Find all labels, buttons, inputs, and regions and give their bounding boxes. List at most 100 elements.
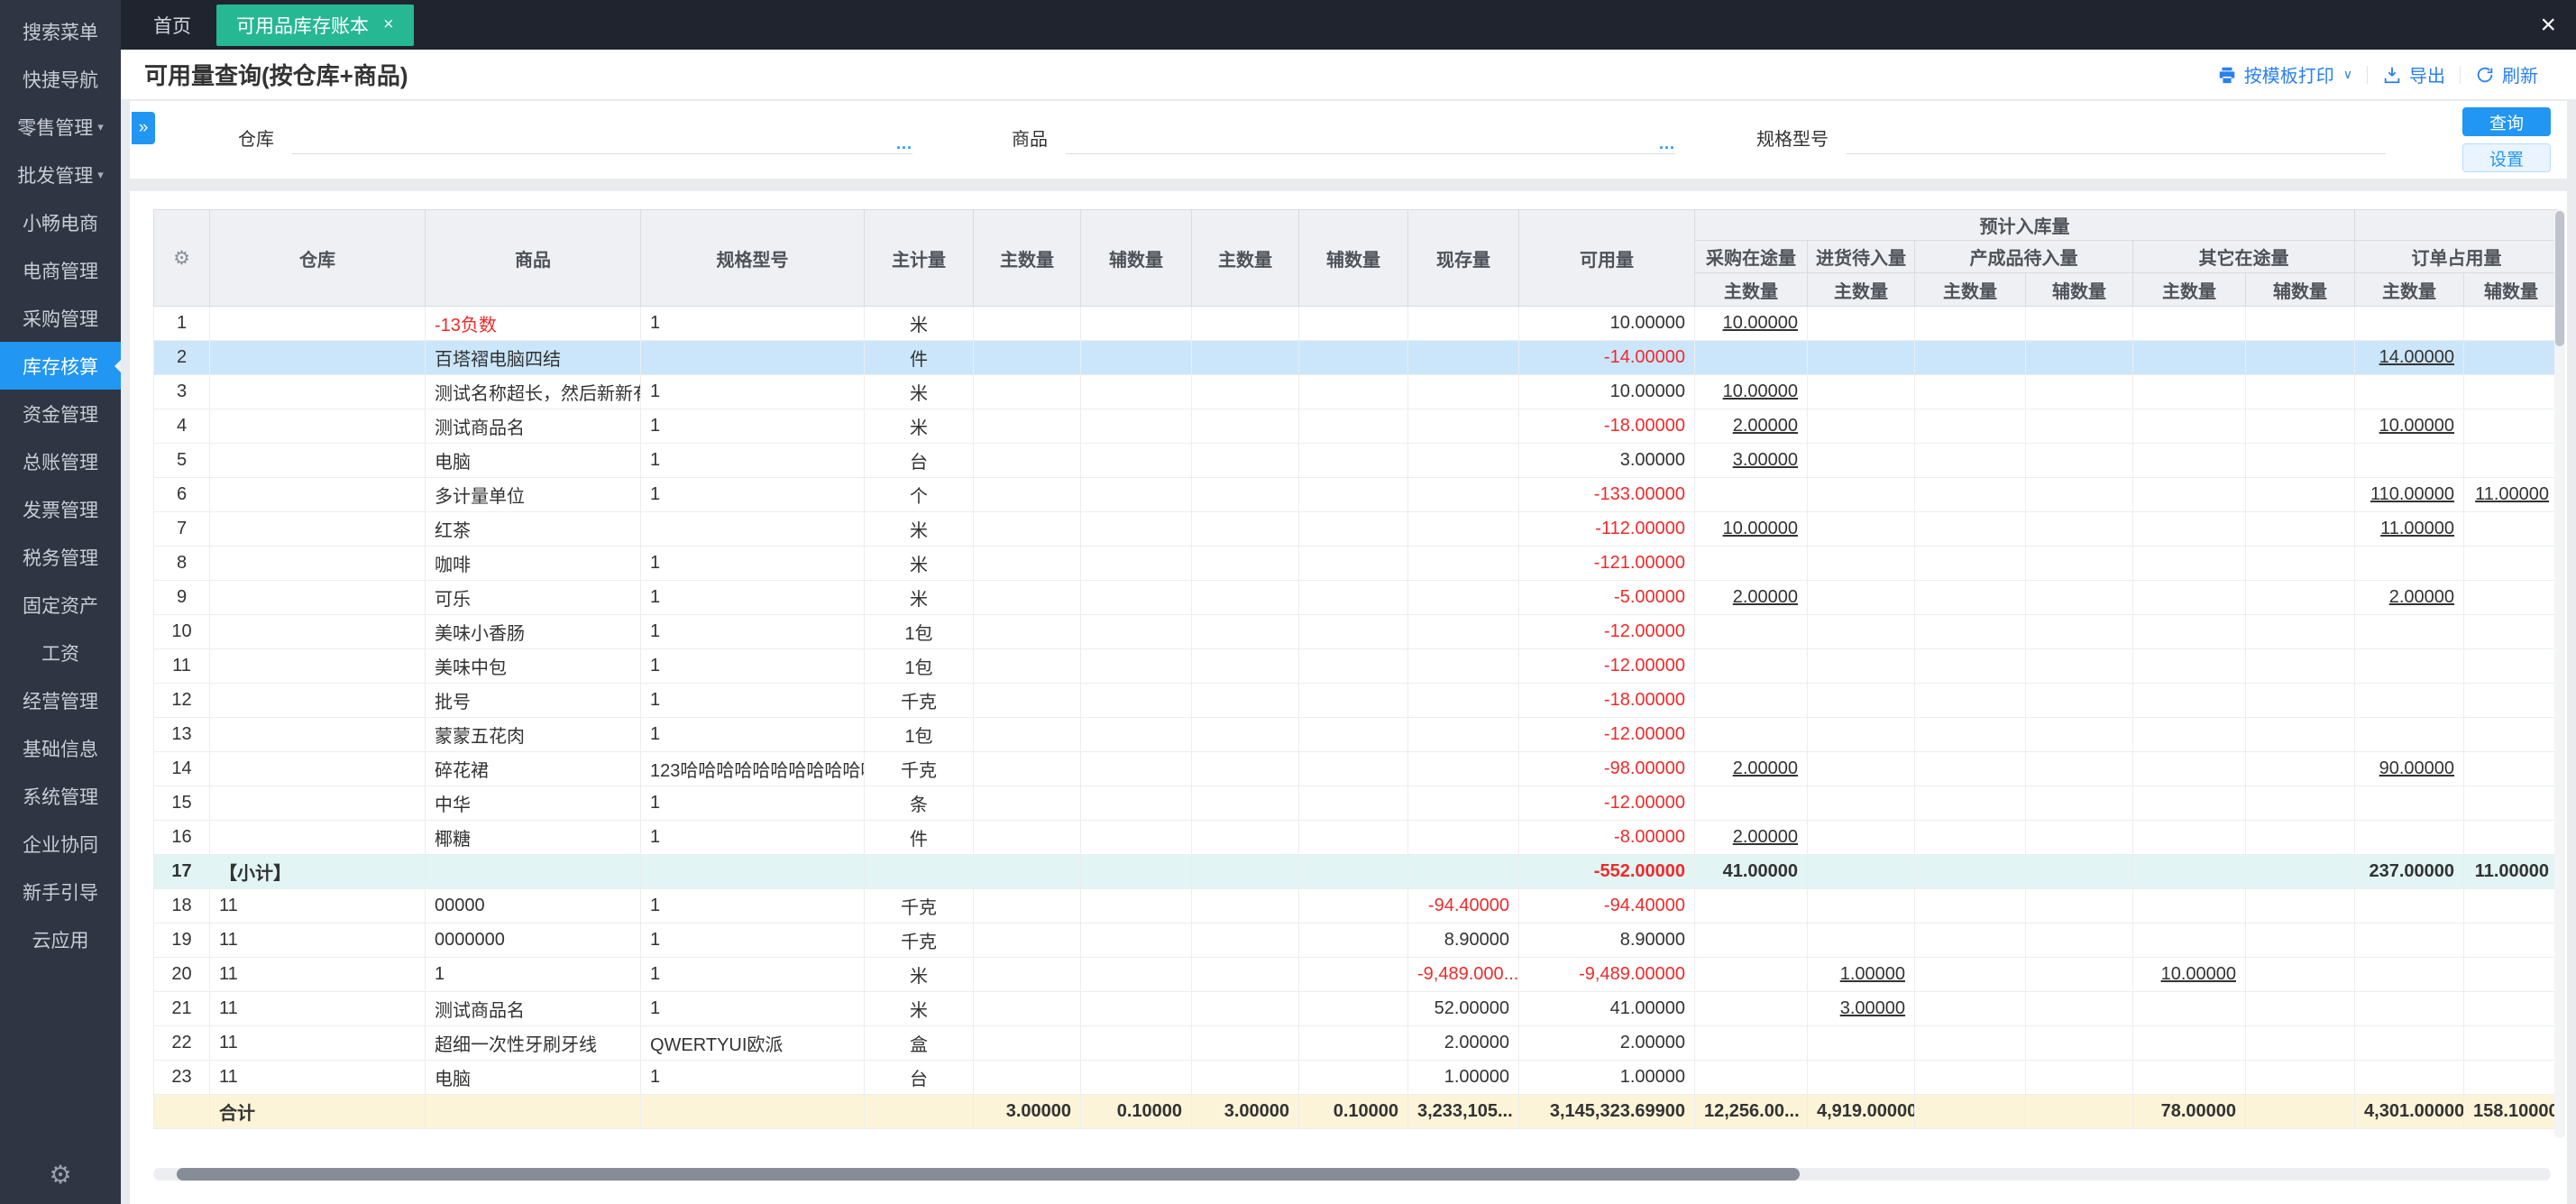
warehouse-picker-ellipsis[interactable]: ... [895,134,912,152]
table-cell[interactable]: 1.00000 [1807,957,1915,992]
sidebar-item[interactable]: 小畅电商 [0,198,121,246]
sidebar-item[interactable]: 基础信息 [0,724,121,772]
drilldown-link[interactable]: 2.00000 [1732,758,1798,778]
drilldown-link[interactable]: 11.00000 [2475,484,2550,504]
table-cell[interactable]: 110.00000 [2354,477,2465,512]
sidebar-item[interactable]: 采购管理 [0,294,121,342]
table-cell[interactable]: 2.00000 [1694,409,1808,444]
table-row[interactable]: 13 蒙蒙五花肉 1 1包 -12.00000 [153,717,2560,752]
table-row[interactable]: 12 批号 1 千克 -18.00000 [153,683,2560,718]
tab-available-stock-ledger[interactable]: 可用品库存账本 × [216,4,414,46]
sidebar-item[interactable]: 发票管理 [0,485,121,533]
sidebar-item[interactable]: 税务管理 [0,533,121,581]
table-cell[interactable]: 2.00000 [1694,580,1808,615]
sidebar-item[interactable]: 云应用 [0,915,121,963]
column-settings-icon[interactable]: ⚙ [153,209,210,307]
table-row[interactable]: 5 电脑 1 台 3.00000 3.00000 [153,443,2560,478]
sidebar-item[interactable]: 系统管理 [0,772,121,820]
table-cell[interactable]: 10.00000 [2354,409,2465,444]
table-cell[interactable]: 10.00000 [1694,511,1808,547]
drilldown-link[interactable]: 10.00000 [2160,964,2236,984]
product-picker-ellipsis[interactable]: ... [1658,134,1675,152]
table-row[interactable]: 3 测试名称超长，然后新新有没...1米 10.00000 10.00000 [153,374,2560,409]
table-row[interactable]: 14 碎花裙123哈哈哈哈哈哈哈哈哈哈哈...千克 -98.00000 2.00000… [153,751,2560,786]
table-cell[interactable]: 2.00000 [1694,820,1808,855]
table-cell[interactable]: 11.00000 [2354,511,2465,547]
table-row[interactable]: 19 11 0000000 1 千克 8.90000 8.90000 [153,923,2560,958]
table-row[interactable]: 4 测试商品名 1 米 -18.00000 2.00000 10.00000 [153,409,2560,444]
table-row[interactable]: 7 红茶 米 -112.00000 10.00000 11.00000 [153,511,2560,547]
table-row[interactable]: 16 椰糖 1 件 -8.00000 2.00000 [153,820,2560,855]
window-close-icon[interactable]: × [2540,9,2556,40]
sidebar-item[interactable]: 资金管理 [0,390,121,437]
drilldown-link[interactable]: 2.00000 [1732,827,1798,847]
table-cell[interactable]: 10.00000 [1694,374,1808,409]
table-row[interactable]: 2 百塔褶电脑四结 件 -14.00000 14.00000 [153,340,2560,375]
drilldown-link[interactable]: 3.00000 [1732,450,1798,470]
drilldown-link[interactable]: 90.00000 [2379,758,2455,778]
horizontal-scrollbar[interactable] [153,1168,2551,1181]
sidebar-item[interactable]: 经营管理 [0,676,121,724]
drilldown-link[interactable]: 14.00000 [2379,347,2455,367]
table-cell[interactable]: 10.00000 [2132,957,2246,992]
drilldown-link[interactable]: 1.00000 [1839,964,1905,984]
table-cell[interactable]: 10.00000 [1694,306,1808,341]
settings-button[interactable]: 设置 [2462,143,2551,172]
table-row[interactable]: 23 11 电脑 1 台 1.00000 1.00000 [153,1060,2560,1095]
sidebar-item[interactable]: 零售管理 ▾ [0,103,121,151]
refresh-button[interactable]: 刷新 [2461,61,2553,87]
sidebar-item[interactable]: 总账管理 [0,437,121,485]
sidebar-item[interactable]: 电商管理 [0,246,121,294]
table-row[interactable]: 20 11 1 1 米 -9,489.000... -9,489.00000 1.00000 1… [153,957,2560,992]
print-by-template-button[interactable]: 按模板打印 ∨ [2203,61,2367,87]
table-cell[interactable]: 2.00000 [2354,580,2465,615]
sidebar-item[interactable]: 工资 [0,629,121,676]
vertical-scrollbar[interactable] [2554,209,2565,1138]
subtotal-row[interactable]: 17 【小计】 -552.00000 41.00000 237.00000 11.0000… [153,854,2560,889]
table-row[interactable]: 22 11 超细一次性牙刷牙线 QWERTYUI欧派盒 2.00000 2.00000 [153,1025,2560,1061]
drilldown-link[interactable]: 2.00000 [2388,587,2455,607]
expand-filters-button[interactable]: » [132,112,155,144]
sidebar-item[interactable]: 固定资产 [0,581,121,629]
sidebar-item[interactable]: 企业协同 [0,820,121,868]
table-cell[interactable]: 90.00000 [2354,751,2465,786]
drilldown-link[interactable]: 3.00000 [1839,998,1905,1018]
sidebar-gear-icon[interactable]: ⚙ [49,1161,72,1189]
sidebar-item[interactable]: 搜索菜单 [0,7,121,55]
sidebar-item[interactable]: 批发管理 ▾ [0,151,121,198]
drilldown-link[interactable]: 2.00000 [1732,416,1798,436]
table-row[interactable]: 6 多计量单位 1 个 -133.00000 110.00000 11.00000 [153,477,2560,512]
tab-home[interactable]: 首页 [133,0,211,50]
table-row[interactable]: 11 美味中包 1 1包 -12.00000 [153,648,2560,684]
total-row[interactable]: 合计 3.00000 0.10000 3.00000 0.10000 3,233,105.… [153,1094,2560,1129]
vertical-scrollbar-thumb[interactable] [2555,211,2564,346]
table-row[interactable]: 10 美味小香肠 1 1包 -12.00000 [153,614,2560,649]
sidebar-item[interactable]: 新手引导 [0,868,121,915]
table-row[interactable]: 21 11 测试商品名 1 米 52.00000 41.00000 3.00000 [153,991,2560,1026]
sidebar-item[interactable]: 快捷导航 [0,55,121,103]
query-button[interactable]: 查询 [2462,107,2551,136]
export-button[interactable]: 导出 [2368,61,2460,87]
horizontal-scrollbar-thumb[interactable] [177,1168,1800,1181]
table-cell[interactable]: 11.00000 [2463,477,2560,512]
drilldown-link[interactable]: 10.00000 [1722,381,1798,401]
table-cell[interactable]: 3.00000 [1694,443,1808,478]
sidebar-item[interactable]: 库存核算 [0,342,121,390]
table-cell[interactable]: 2.00000 [1694,751,1808,786]
warehouse-input[interactable]: ... [292,125,912,154]
drilldown-link[interactable]: 2.00000 [1732,587,1798,607]
spec-input[interactable] [1847,125,2386,154]
drilldown-link[interactable]: 10.00000 [1722,313,1798,333]
drilldown-link[interactable]: 110.00000 [2370,484,2455,504]
table-row[interactable]: 8 咖啡 1 米 -121.00000 [153,546,2560,581]
table-cell[interactable]: 14.00000 [2354,340,2465,375]
product-input[interactable]: ... [1066,125,1675,154]
drilldown-link[interactable]: 11.00000 [2380,519,2455,538]
drilldown-link[interactable]: 10.00000 [1722,519,1798,538]
table-row[interactable]: 15 中华 1 条 -12.00000 [153,786,2560,821]
table-row[interactable]: 18 11 00000 1 千克 -94.40000 -94.40000 [153,888,2560,924]
table-cell[interactable]: 3.00000 [1807,991,1915,1026]
table-row[interactable]: 1 -13负数 1 米 10.00000 10.00000 [153,306,2560,341]
drilldown-link[interactable]: 10.00000 [2379,416,2455,436]
tab-close-icon[interactable]: × [383,14,394,34]
